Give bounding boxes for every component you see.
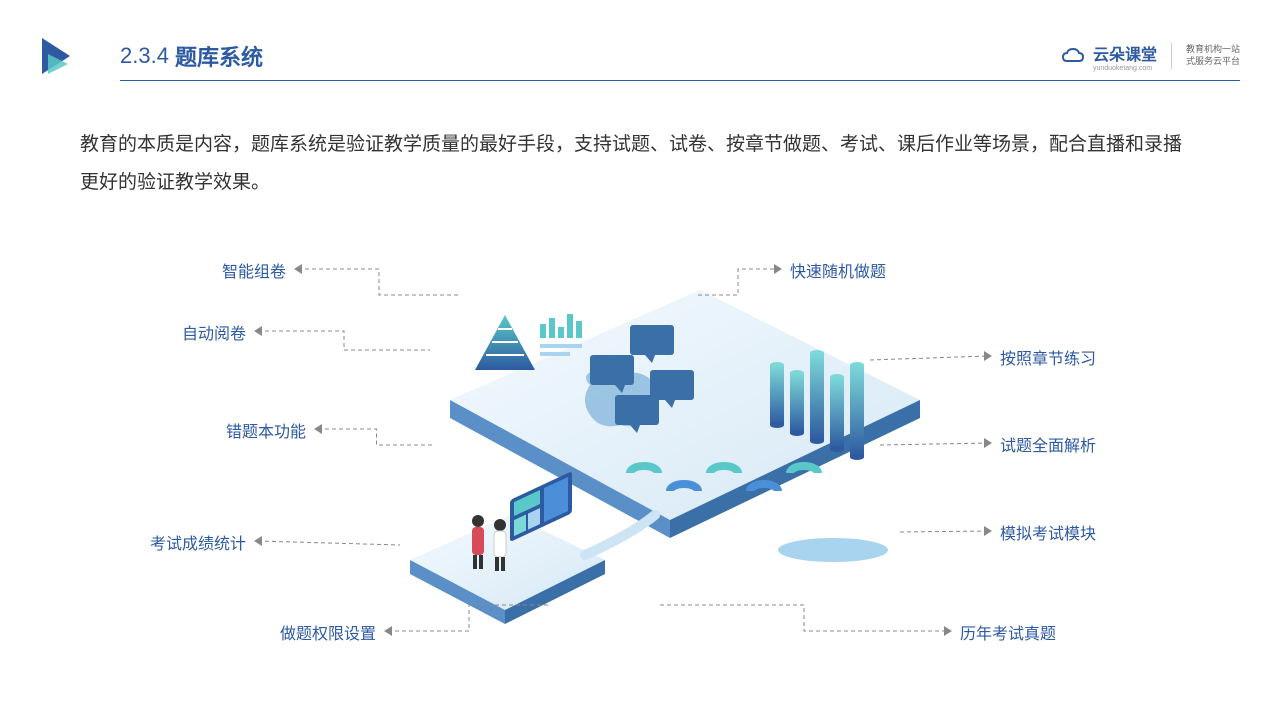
feature-diagram: 智能组卷自动阅卷错题本功能考试成绩统计做题权限设置 快速随机做题按照章节练习试题全… [0,220,1280,680]
isometric-scene [380,270,940,650]
section-title: 题库系统 [175,40,263,72]
cloud-icon [1061,47,1085,65]
slide-header: 2.3.4 题库系统 云朵课堂 yunduoketang.com 教育机构一站 … [40,36,1240,76]
pyramid-icon [475,315,535,370]
slide-description: 教育的本质是内容，题库系统是验证教学质量的最好手段，支持试题、试卷、按章节做题、… [80,126,1200,202]
feature-label-right: 历年考试真题 [960,620,1056,644]
pill-icon [778,538,888,562]
brand-logo: 云朵课堂 yunduoketang.com 教育机构一站 式服务云平台 [1061,41,1240,72]
feature-label-right: 按照章节练习 [1000,345,1096,369]
feature-label-left: 智能组卷 [222,258,286,282]
feature-label-right: 试题全面解析 [1000,432,1096,456]
logo-tagline: 教育机构一站 式服务云平台 [1186,44,1240,67]
logo-text-block: 云朵课堂 yunduoketang.com [1093,41,1157,72]
section-number: 2.3.4 [120,43,169,69]
play-icon [40,36,80,76]
title-group: 2.3.4 题库系统 [40,36,263,76]
feature-label-left: 自动阅卷 [182,320,246,344]
logo-domain: yunduoketang.com [1093,65,1157,72]
title-underline [120,80,1240,81]
feature-label-left: 做题权限设置 [280,620,376,644]
feature-label-right: 模拟考试模块 [1000,520,1096,544]
feature-label-left: 考试成绩统计 [150,530,246,554]
feature-label-left: 错题本功能 [226,418,306,442]
logo-name: 云朵课堂 [1093,41,1157,65]
feature-label-right: 快速随机做题 [790,258,886,282]
logo-divider [1171,43,1172,69]
